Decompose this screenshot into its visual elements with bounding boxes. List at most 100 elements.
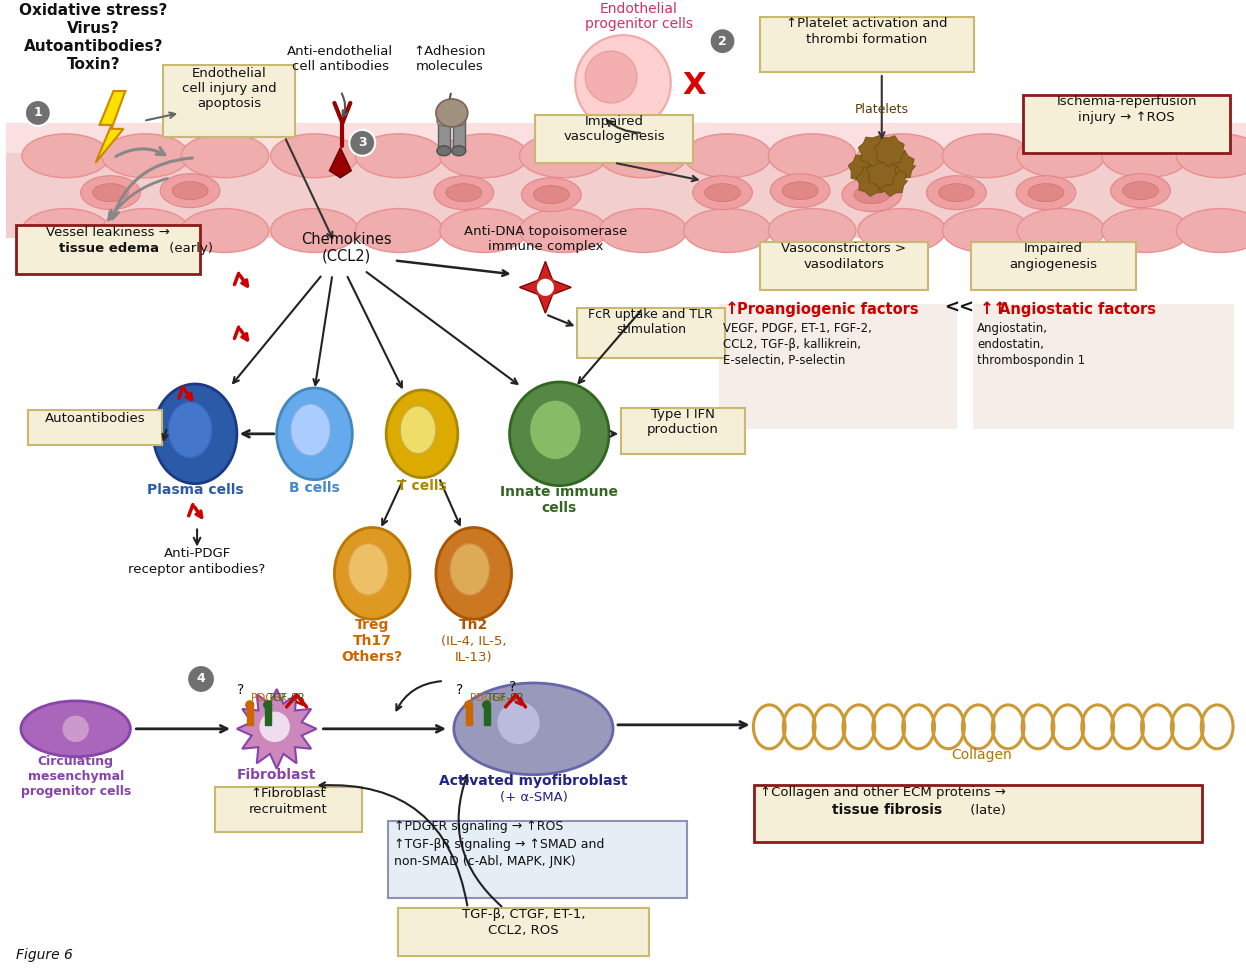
Polygon shape xyxy=(536,261,556,288)
Text: ↑PDGFR signaling → ↑ROS: ↑PDGFR signaling → ↑ROS xyxy=(394,820,563,833)
Text: ?: ? xyxy=(237,683,244,697)
Text: (early): (early) xyxy=(166,242,213,256)
Circle shape xyxy=(586,52,637,103)
Ellipse shape xyxy=(1017,134,1105,178)
Text: ↑Collagen and other ECM proteins →: ↑Collagen and other ECM proteins → xyxy=(760,785,1007,799)
Text: TGF-βR: TGF-βR xyxy=(267,693,304,703)
Ellipse shape xyxy=(705,184,740,201)
Ellipse shape xyxy=(101,134,189,178)
Ellipse shape xyxy=(181,209,269,253)
Bar xyxy=(577,308,724,358)
Circle shape xyxy=(576,35,670,131)
Ellipse shape xyxy=(355,209,442,253)
Ellipse shape xyxy=(446,184,482,201)
Ellipse shape xyxy=(22,134,110,178)
Circle shape xyxy=(25,100,51,126)
Text: Platelets: Platelets xyxy=(855,103,908,116)
Text: Anti-PDGF: Anti-PDGF xyxy=(163,547,231,561)
Text: Toxin?: Toxin? xyxy=(67,57,121,72)
Text: Endothelial: Endothelial xyxy=(601,2,678,17)
Ellipse shape xyxy=(101,209,189,253)
Ellipse shape xyxy=(1101,134,1189,178)
Bar xyxy=(247,707,253,725)
Text: VEGF, PDGF, ET-1, FGF-2,: VEGF, PDGF, ET-1, FGF-2, xyxy=(723,322,871,335)
Text: vasculogenesis: vasculogenesis xyxy=(563,130,665,143)
Text: CCL2, TGF-β, kallikrein,: CCL2, TGF-β, kallikrein, xyxy=(723,338,861,351)
Text: TGF-β, CTGF, ET-1,: TGF-β, CTGF, ET-1, xyxy=(462,908,586,921)
Text: tissue edema: tissue edema xyxy=(59,242,158,256)
Text: FcR uptake and TLR: FcR uptake and TLR xyxy=(588,308,713,321)
Ellipse shape xyxy=(1017,209,1105,253)
Bar xyxy=(452,121,465,151)
Ellipse shape xyxy=(927,176,987,210)
Text: ?: ? xyxy=(508,680,516,694)
Ellipse shape xyxy=(270,209,359,253)
Ellipse shape xyxy=(693,176,753,210)
Circle shape xyxy=(497,701,541,745)
Text: Impaired: Impaired xyxy=(584,115,643,128)
Bar xyxy=(437,121,450,151)
Ellipse shape xyxy=(168,402,212,458)
Ellipse shape xyxy=(245,701,254,709)
Ellipse shape xyxy=(520,134,607,178)
Text: production: production xyxy=(647,423,719,435)
Ellipse shape xyxy=(1110,174,1170,208)
Ellipse shape xyxy=(277,388,353,479)
Bar xyxy=(216,786,363,832)
Text: tissue fibrosis: tissue fibrosis xyxy=(832,803,942,816)
Polygon shape xyxy=(849,154,880,185)
Text: recruitment: recruitment xyxy=(249,803,328,816)
Text: 1: 1 xyxy=(34,106,42,120)
Text: injury → ↑ROS: injury → ↑ROS xyxy=(1078,111,1175,123)
Ellipse shape xyxy=(854,186,890,203)
Ellipse shape xyxy=(437,116,451,126)
Text: Treg: Treg xyxy=(355,618,390,632)
Ellipse shape xyxy=(858,134,946,178)
Text: Collagen: Collagen xyxy=(951,747,1012,762)
Text: Plasma cells: Plasma cells xyxy=(147,483,243,497)
Text: stimulation: stimulation xyxy=(616,323,685,336)
Circle shape xyxy=(259,711,290,743)
Text: <<: << xyxy=(944,298,974,316)
Polygon shape xyxy=(856,165,887,196)
Ellipse shape xyxy=(81,176,141,210)
Ellipse shape xyxy=(21,701,131,757)
Text: ↑Fibroblast: ↑Fibroblast xyxy=(250,786,326,800)
Ellipse shape xyxy=(440,209,527,253)
Ellipse shape xyxy=(181,134,269,178)
Bar xyxy=(719,304,957,429)
Text: mesenchymal: mesenchymal xyxy=(27,770,123,782)
Text: Vessel leakiness →: Vessel leakiness → xyxy=(46,226,169,238)
Text: thrombospondin 1: thrombospondin 1 xyxy=(977,354,1085,367)
Ellipse shape xyxy=(1176,209,1246,253)
Text: 2: 2 xyxy=(718,35,726,48)
Text: apoptosis: apoptosis xyxy=(197,97,260,110)
Polygon shape xyxy=(876,165,907,196)
Text: angiogenesis: angiogenesis xyxy=(1009,259,1096,271)
Text: Oxidative stress?: Oxidative stress? xyxy=(20,3,168,18)
Text: Circulating: Circulating xyxy=(37,754,113,768)
Ellipse shape xyxy=(1176,134,1246,178)
Text: Virus?: Virus? xyxy=(67,21,120,36)
Polygon shape xyxy=(546,277,571,297)
Bar xyxy=(389,820,687,898)
Ellipse shape xyxy=(92,184,128,201)
Text: Th2: Th2 xyxy=(459,618,488,632)
Text: Th17: Th17 xyxy=(353,634,391,648)
Ellipse shape xyxy=(684,209,771,253)
Bar xyxy=(972,242,1135,291)
Ellipse shape xyxy=(264,701,272,709)
Ellipse shape xyxy=(465,701,472,709)
Ellipse shape xyxy=(1028,184,1064,201)
Polygon shape xyxy=(96,91,126,162)
Text: Anti-DNA topoisomerase: Anti-DNA topoisomerase xyxy=(464,225,627,237)
Bar xyxy=(6,122,1246,153)
Text: (CCL2): (CCL2) xyxy=(321,249,371,263)
Polygon shape xyxy=(237,689,316,769)
Ellipse shape xyxy=(161,174,221,208)
Bar xyxy=(719,304,957,429)
Ellipse shape xyxy=(533,186,569,203)
Ellipse shape xyxy=(452,116,466,126)
Bar xyxy=(397,908,649,956)
Ellipse shape xyxy=(22,209,110,253)
